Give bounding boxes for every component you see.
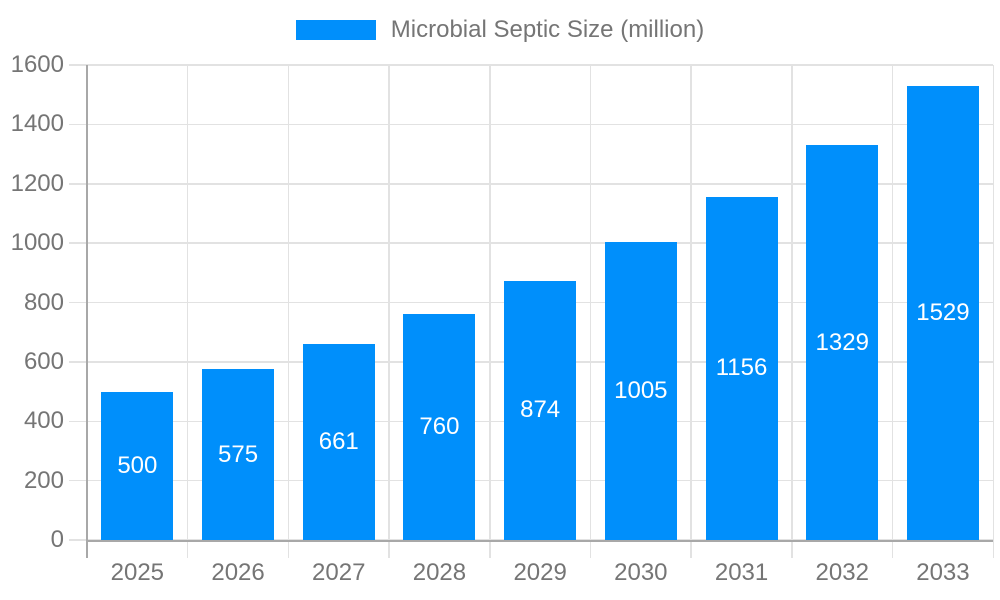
x-axis-label: 2033 (916, 559, 970, 586)
x-gridline (690, 65, 692, 540)
bar[interactable] (202, 369, 275, 540)
x-gridline (992, 65, 995, 540)
bar-value-label: 760 (419, 413, 460, 441)
y-axis-tick (69, 420, 87, 422)
bar-value-label: 1529 (916, 299, 970, 327)
x-gridline (891, 65, 894, 540)
y-axis-label: 0 (50, 526, 64, 553)
y-axis-tick (69, 539, 87, 541)
x-axis-tick (690, 540, 692, 558)
x-axis-label: 2028 (412, 559, 467, 586)
bar[interactable] (101, 391, 174, 540)
x-gridline (589, 65, 592, 540)
y-axis-tick (69, 301, 87, 304)
x-gridline (388, 65, 390, 540)
bar-value-label: 874 (520, 396, 561, 424)
bar-value-label: 1329 (815, 328, 869, 356)
bar-value-label: 500 (117, 451, 158, 479)
y-axis-tick (69, 123, 87, 126)
y-gridline (87, 183, 994, 185)
x-gridline (791, 65, 793, 540)
x-axis-label: 2029 (513, 559, 567, 586)
y-axis-line (86, 65, 88, 558)
y-axis-tick (69, 64, 87, 66)
x-gridline (287, 65, 290, 540)
bar-value-label: 1005 (614, 376, 668, 404)
y-axis-label: 1400 (10, 110, 64, 138)
x-axis-line (87, 540, 994, 542)
x-axis-label: 2032 (815, 559, 869, 586)
x-axis-label: 2030 (614, 559, 668, 586)
y-axis-tick (69, 183, 87, 185)
y-gridline (87, 123, 994, 126)
legend[interactable]: Microbial Septic Size (million) (0, 18, 1000, 42)
legend-label: Microbial Septic Size (million) (390, 16, 705, 43)
bar[interactable] (302, 343, 375, 540)
y-axis-label: 400 (23, 407, 64, 435)
y-axis-tick (69, 479, 87, 482)
x-axis-label: 2031 (714, 559, 769, 586)
bar-value-label: 575 (218, 440, 259, 468)
x-gridline (186, 65, 189, 540)
y-axis-tick (69, 242, 87, 244)
x-axis-label: 2026 (211, 559, 265, 586)
y-axis-tick (69, 361, 87, 363)
y-axis-label: 600 (23, 347, 64, 375)
x-axis-label: 2027 (312, 559, 366, 586)
bar-value-label: 661 (318, 427, 359, 455)
x-axis-tick (992, 540, 995, 558)
bar-value-label: 1156 (715, 354, 768, 382)
x-axis-tick (891, 540, 894, 558)
legend-swatch-icon (295, 20, 376, 40)
bar[interactable] (403, 314, 476, 540)
y-axis-label: 1600 (10, 51, 64, 78)
bar[interactable] (504, 280, 577, 540)
bar[interactable] (906, 86, 979, 540)
x-axis-label: 2025 (110, 559, 165, 586)
x-axis-tick (589, 540, 592, 558)
y-axis-label: 1000 (10, 229, 64, 257)
x-axis-tick (186, 540, 189, 558)
y-axis-label: 1200 (10, 169, 64, 197)
bar[interactable] (705, 196, 778, 540)
x-axis-tick (287, 540, 290, 558)
x-axis-tick (388, 540, 390, 558)
bar[interactable] (806, 145, 879, 540)
bar[interactable] (604, 241, 677, 540)
y-gridline (87, 242, 994, 244)
y-axis-label: 800 (23, 288, 64, 316)
x-axis-tick (489, 540, 491, 558)
x-axis-tick (791, 540, 793, 558)
x-gridline (489, 65, 491, 540)
y-axis-label: 200 (23, 466, 64, 494)
y-gridline (87, 64, 994, 66)
